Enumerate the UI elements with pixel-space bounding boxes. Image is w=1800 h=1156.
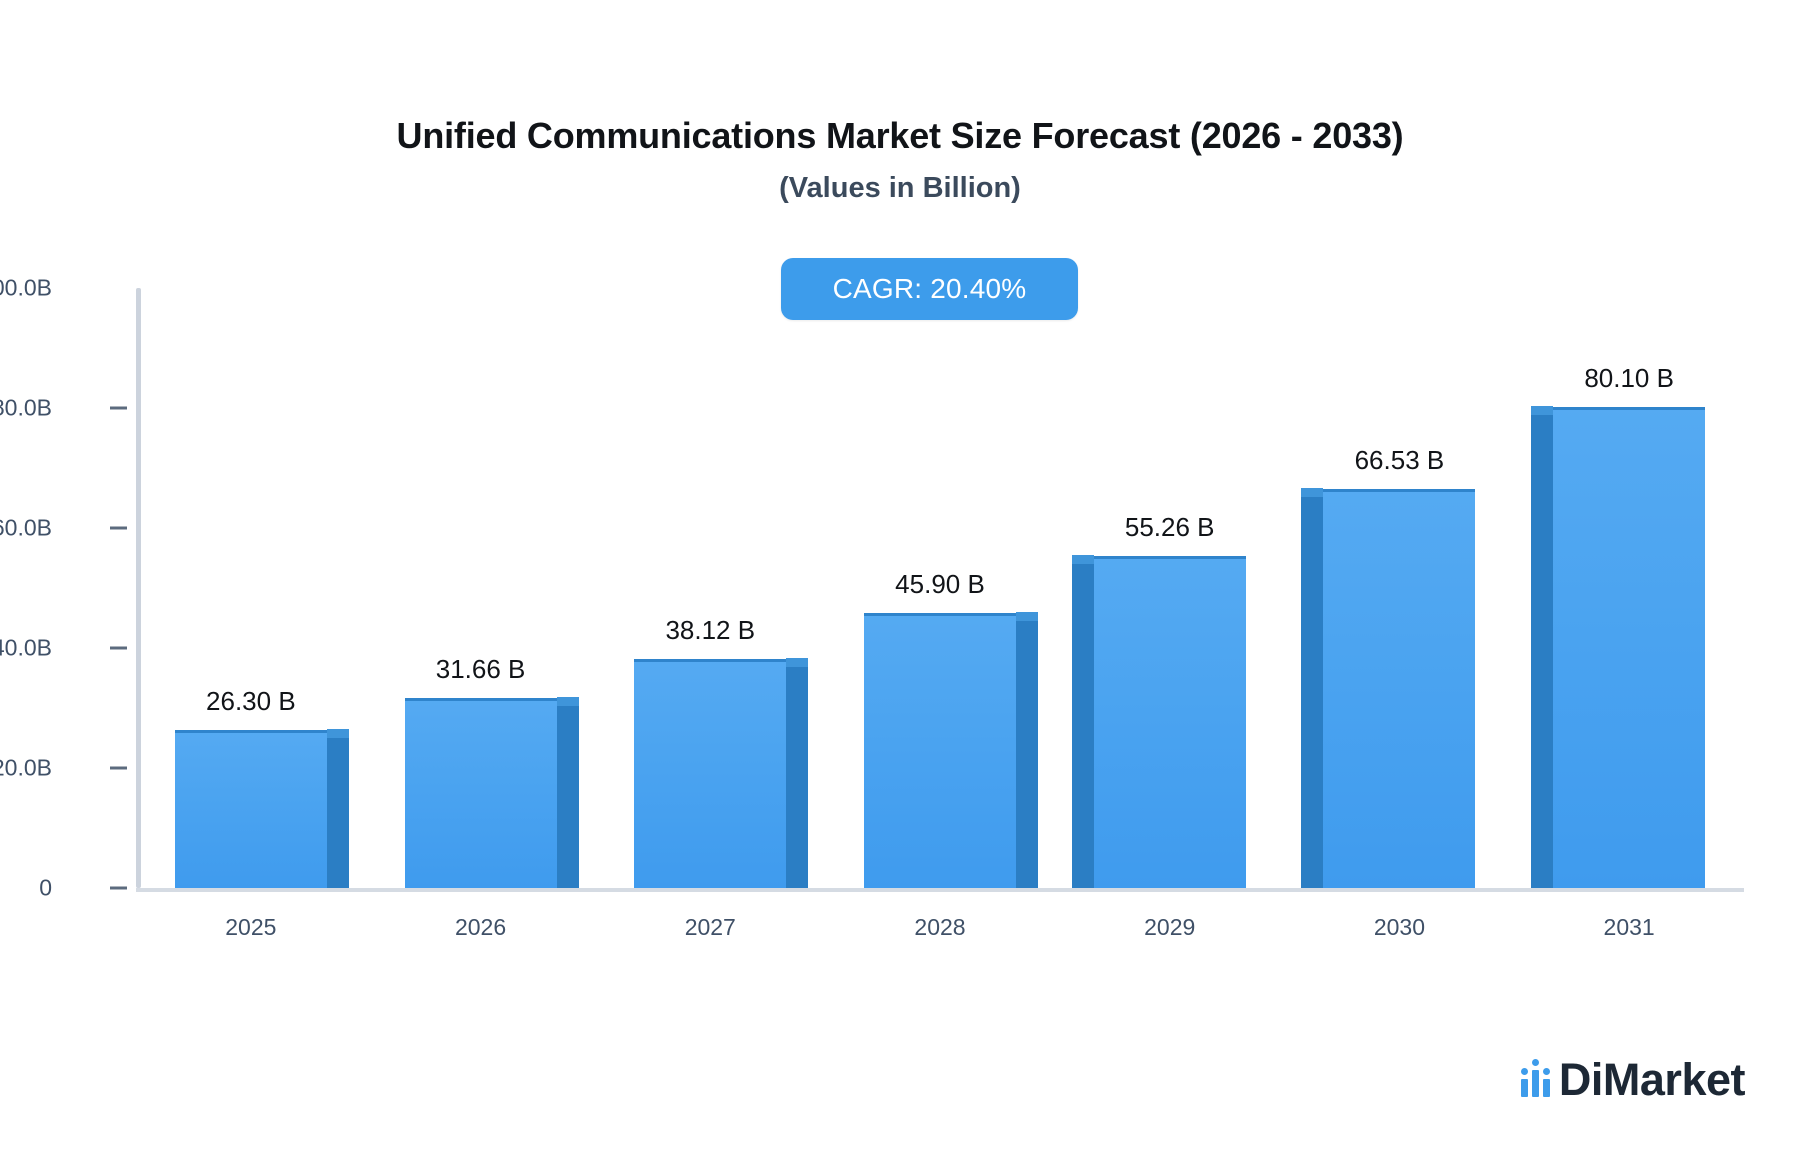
bar-top-face <box>1301 487 1324 497</box>
bar-side-face <box>1531 415 1554 888</box>
x-axis-label: 2026 <box>454 914 507 940</box>
y-axis-label: 100.0B <box>0 274 52 301</box>
y-axis-line <box>136 288 141 888</box>
bar-side-face <box>1016 620 1038 888</box>
bar-front-face <box>1093 556 1246 888</box>
x-axis-label: 2027 <box>684 914 736 940</box>
bar-value-label: 26.30 B <box>206 686 296 717</box>
y-axis-label: 40.0B <box>0 634 52 661</box>
bar-front-face <box>174 730 327 888</box>
bar-front-face <box>1323 488 1476 888</box>
y-axis-label: 20.0B <box>0 754 52 781</box>
bar-top-face <box>1531 406 1554 416</box>
bar[interactable] <box>404 697 579 888</box>
x-axis-label: 2029 <box>1144 914 1196 940</box>
y-axis-label: 80.0B <box>0 394 52 421</box>
bar-value-label: 38.12 B <box>665 615 756 646</box>
y-axis-tick <box>110 766 127 770</box>
bar[interactable] <box>1531 406 1706 888</box>
bar-value-label: 66.53 B <box>1354 444 1445 475</box>
bar-top-edge <box>1323 488 1476 492</box>
y-axis-tick <box>110 886 127 890</box>
bar-top-edge <box>864 612 1016 616</box>
y-axis-label: 60.0B <box>0 514 52 541</box>
dimarket-logo: DiMarket <box>1520 1054 1746 1106</box>
bar-top-edge <box>404 698 557 702</box>
bar-top-edge <box>174 730 327 734</box>
bar-top-edge <box>634 659 787 663</box>
x-axis-label: 2028 <box>914 914 966 940</box>
x-axis-label: 2030 <box>1373 914 1425 940</box>
bar-chart-icon <box>1520 1059 1550 1097</box>
bar-front-face <box>864 612 1016 888</box>
bar-front-face <box>1553 407 1706 888</box>
bar-side-face <box>1301 496 1324 888</box>
bar-side-face <box>556 706 579 888</box>
bar[interactable] <box>864 611 1038 888</box>
bar-top-edge <box>1553 407 1706 411</box>
logo-bar-1 <box>1520 1068 1528 1097</box>
logo-bar-2 <box>1531 1059 1539 1097</box>
bar-front-face <box>404 698 557 888</box>
bar[interactable] <box>1301 487 1476 888</box>
bar-top-face <box>326 729 349 739</box>
plot-area: 0 20.0B 40.0B 60.0B 80.0B 100.0B 26.30 B 31.66… <box>0 275 1744 940</box>
bar-value-label: 45.90 B <box>895 568 985 599</box>
chart-subtitle: (Values in Billion) <box>779 172 1021 204</box>
y-axis-label: 0 <box>39 874 52 901</box>
logo-bar-3 <box>1542 1068 1550 1097</box>
bar[interactable] <box>174 729 349 888</box>
bar-value-label: 80.10 B <box>1584 363 1674 394</box>
bar-top-face <box>786 658 809 668</box>
y-axis-tick <box>110 526 127 530</box>
x-axis-label: 2025 <box>225 914 277 940</box>
bar[interactable] <box>634 658 809 888</box>
logo-text: DiMarket <box>1558 1054 1746 1105</box>
bar-top-face <box>1016 611 1038 621</box>
bar-top-face <box>556 697 579 707</box>
bar-side-face <box>786 667 809 888</box>
bar-value-label: 31.66 B <box>435 654 526 685</box>
bar-side-face <box>1071 564 1094 888</box>
bar-value-label: 55.26 B <box>1124 512 1215 543</box>
x-axis-line <box>136 888 1744 892</box>
bar-top-edge <box>1093 556 1246 560</box>
bar-top-face <box>1071 555 1094 565</box>
bar[interactable] <box>1071 555 1246 888</box>
cagr-badge-label: CAGR: 20.40% <box>832 273 1027 304</box>
bars-layer: 26.30 B 31.66 B 38.12 B 45.90 B 55.26 B 66.53… <box>136 288 1744 892</box>
cagr-badge: CAGR: 20.40% <box>781 258 1078 320</box>
bar-side-face <box>326 738 349 888</box>
bar-front-face <box>634 659 787 888</box>
y-axis-tick <box>110 646 127 650</box>
y-axis-tick <box>110 406 127 410</box>
chart-title: Unified Communications Market Size Forec… <box>396 115 1404 156</box>
x-axis-label: 2031 <box>1603 914 1655 940</box>
